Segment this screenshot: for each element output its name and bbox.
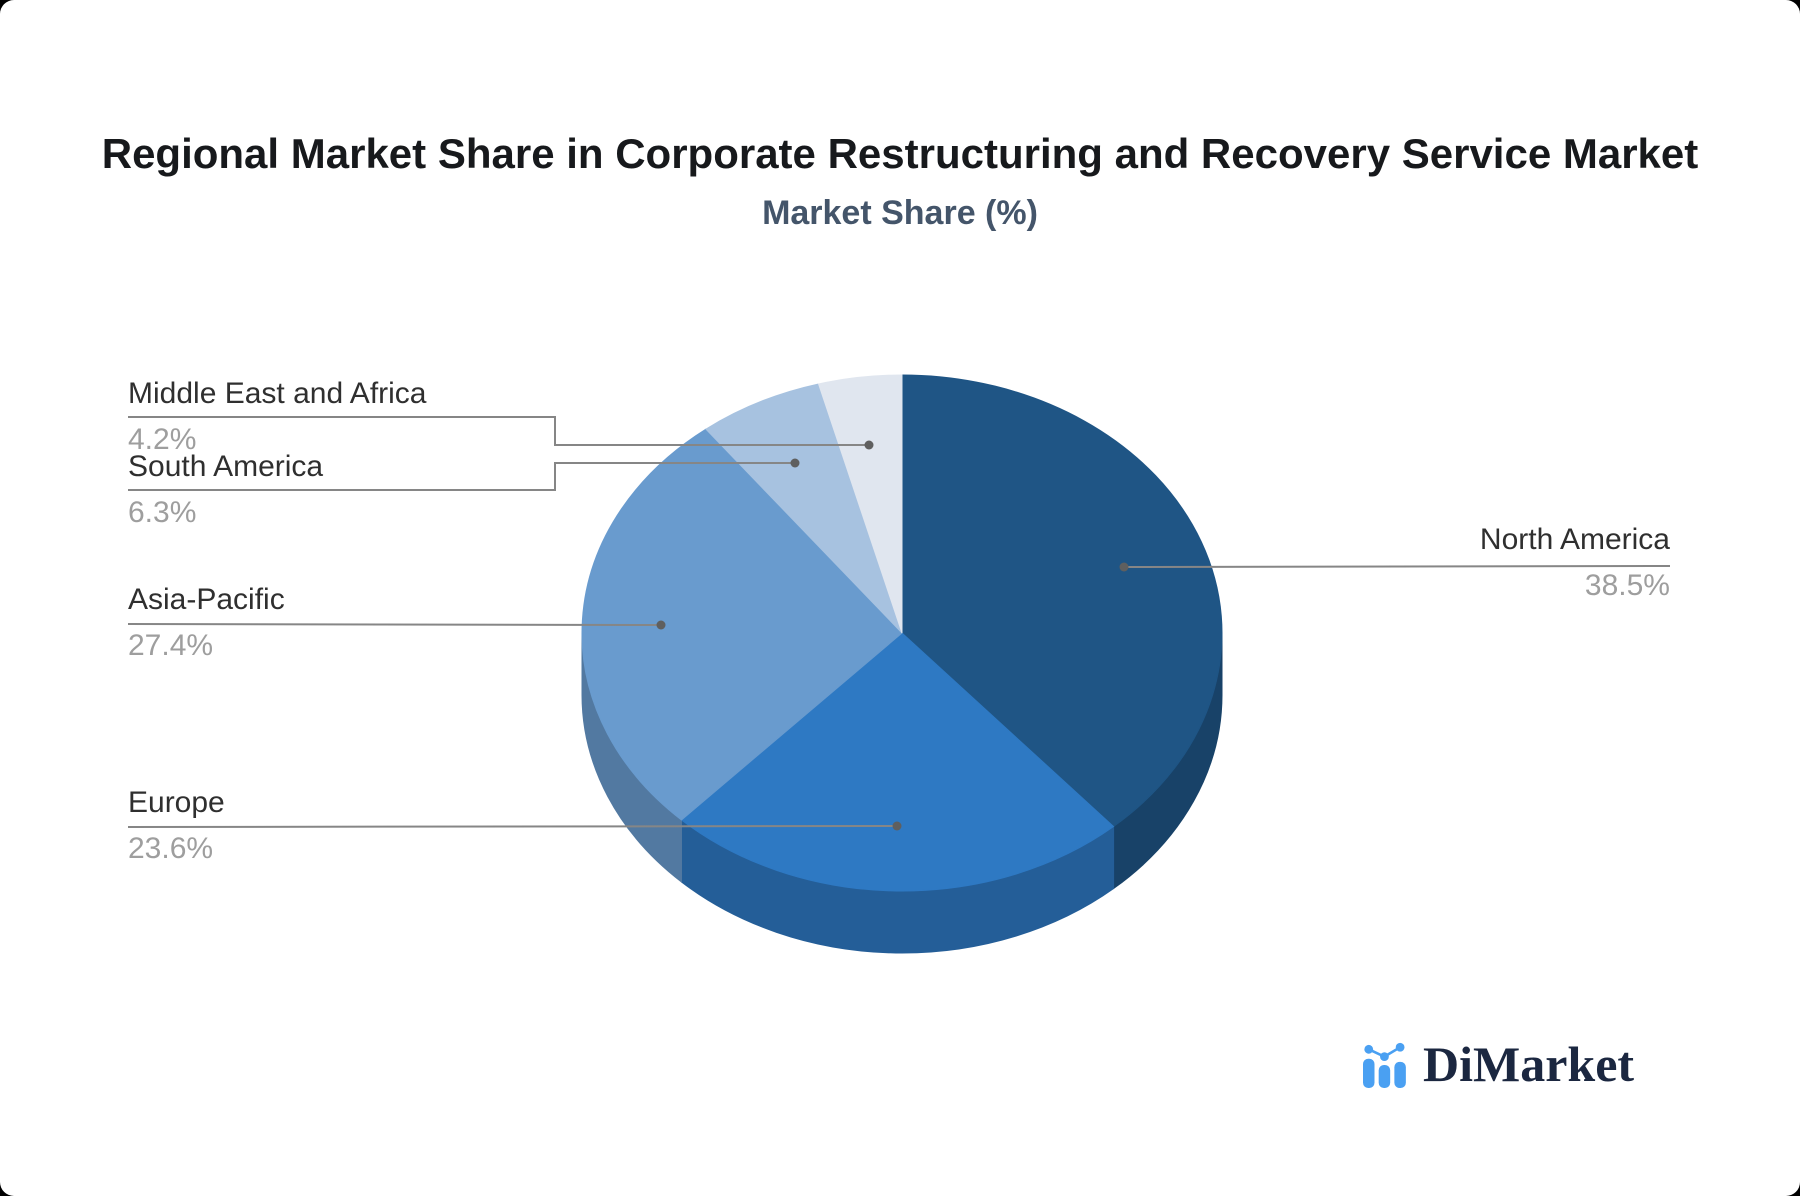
slice-label: South America: [128, 450, 324, 483]
callout-label-middle-east-and-africa: Middle East and Africa: [128, 377, 427, 410]
callout-label-europe: Europe: [128, 786, 225, 819]
callout-connector-europe: [127, 825, 898, 828]
slice-label: Asia-Pacific: [128, 583, 285, 616]
slice-value: 4.2%: [128, 423, 197, 456]
callout-value-north-america: 38.5%: [1585, 569, 1670, 602]
pie-slice-middle-east-and-africa: [817, 374, 903, 634]
callout-label-south-america: South America: [128, 450, 323, 483]
slice-label: North America: [1479, 523, 1670, 556]
pie-slice-south-america: [705, 383, 903, 634]
slice-value: 27.4%: [128, 629, 214, 662]
callout-value-middle-east-and-africa: 4.2%: [128, 423, 196, 456]
callout-dot-south-america: [790, 458, 800, 468]
callout-dot-north-america: [1119, 562, 1129, 572]
callout-dot-europe: [892, 821, 902, 831]
bar-chart-logo-icon: [1363, 1042, 1406, 1088]
pie-slice-north-america: [901, 374, 1223, 828]
slice-label: Europe: [128, 786, 225, 819]
callout-value-south-america: 6.3%: [128, 496, 196, 529]
callout-label-north-america: North America: [1480, 523, 1670, 556]
callout-value-europe: 23.6%: [128, 832, 213, 865]
chart-title: Regional Market Share in Corporate Restr…: [101, 130, 1699, 177]
callout-connector-north-america: [1123, 565, 1671, 568]
callout-dot-asia-pacific: [656, 620, 666, 630]
callout-dot-middle-east-and-africa: [864, 440, 874, 450]
callout-value-asia-pacific: 27.4%: [128, 629, 213, 662]
slice-label: Middle East and Africa: [128, 377, 427, 410]
pie-slice-asia-pacific: [581, 428, 903, 821]
chart-subtitle: Market Share (%): [762, 194, 1038, 232]
brand-logo: DiMarket: [1363, 1036, 1635, 1092]
slice-value: 6.3%: [128, 496, 197, 529]
callout-connector-south-america: [128, 462, 795, 491]
slice-value: 38.5%: [1584, 569, 1670, 602]
callout-label-asia-pacific: Asia-Pacific: [128, 583, 285, 616]
callout-connector-middle-east-and-africa: [128, 416, 869, 446]
slice-value: 23.6%: [128, 832, 214, 865]
callout-connector-asia-pacific: [127, 623, 662, 626]
brand-name: DiMarket: [1423, 1036, 1635, 1092]
